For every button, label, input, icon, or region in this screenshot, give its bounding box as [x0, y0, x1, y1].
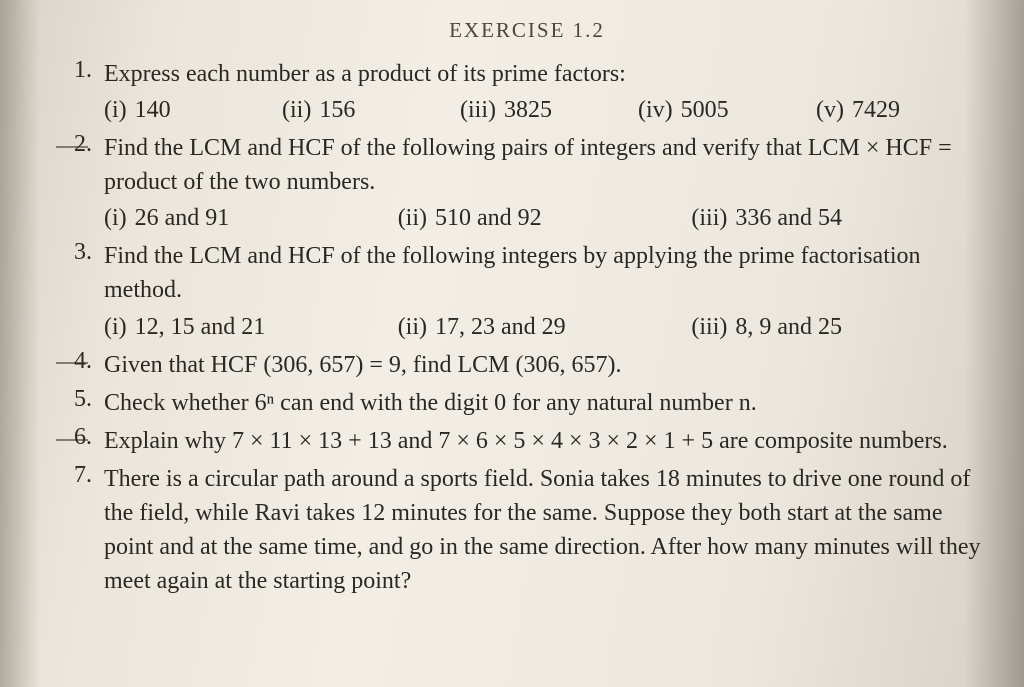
option-label: (i)	[104, 201, 127, 235]
option-value: 156	[319, 93, 355, 127]
question-text: Express each number as a product of its …	[104, 57, 994, 91]
question-row: 4.Given that HCF (306, 657) = 9, find LC…	[60, 348, 994, 382]
option-value: 510 and 92	[435, 201, 542, 235]
option-value: 17, 23 and 29	[435, 310, 566, 344]
option-label: (ii)	[398, 310, 427, 344]
question-row: 1.Express each number as a product of it…	[60, 57, 994, 127]
option: (i) 26 and 91	[104, 201, 398, 235]
question-row: 3.Find the LCM and HCF of the following …	[60, 239, 994, 343]
option-label: (v)	[816, 93, 844, 127]
option-value: 7429	[852, 93, 900, 127]
question-row: 6.Explain why 7 × 11 × 13 + 13 and 7 × 6…	[60, 424, 994, 458]
question-row: 2.Find the LCM and HCF of the following …	[60, 131, 994, 235]
question-text: Explain why 7 × 11 × 13 + 13 and 7 × 6 ×…	[104, 424, 994, 458]
option: (v) 7429	[816, 93, 994, 127]
question-number: 6.	[60, 424, 104, 451]
exercise-header: EXERCISE 1.2	[60, 18, 994, 43]
question-row: 5.Check whether 6ⁿ can end with the digi…	[60, 386, 994, 420]
option: (iii)8, 9 and 25	[691, 310, 985, 344]
option: (i) 140	[104, 93, 282, 127]
question-text: Check whether 6ⁿ can end with the digit …	[104, 386, 994, 420]
question-body: Given that HCF (306, 657) = 9, find LCM …	[104, 348, 994, 382]
option: (iii)336 and 54	[691, 201, 985, 235]
option: (iv)5005	[638, 93, 816, 127]
question-row: 7.There is a circular path around a spor…	[60, 462, 994, 598]
question-list: 1.Express each number as a product of it…	[60, 57, 994, 598]
option-value: 140	[135, 93, 171, 127]
question-text: Find the LCM and HCF of the following pa…	[104, 131, 994, 199]
option-label: (iv)	[638, 93, 673, 127]
option-label: (ii)	[282, 93, 311, 127]
question-number: 1.	[60, 57, 104, 84]
option-label: (ii)	[398, 201, 427, 235]
option-label: (i)	[104, 93, 127, 127]
question-number: 5.	[60, 386, 104, 413]
question-body: Explain why 7 × 11 × 13 + 13 and 7 × 6 ×…	[104, 424, 994, 458]
option-value: 5005	[681, 93, 729, 127]
option-label: (iii)	[460, 93, 496, 127]
option-row: (i)140(ii)156(iii)3825(iv)5005(v)7429	[104, 93, 994, 127]
option-row: (i) 12, 15 and 21 (ii) 17, 23 and 29 (iii)8,…	[104, 310, 994, 344]
question-number: 3.	[60, 239, 104, 266]
option: (ii) 156	[282, 93, 460, 127]
option-label: (i)	[104, 310, 127, 344]
option-value: 26 and 91	[135, 201, 230, 235]
question-number: 4.	[60, 348, 104, 375]
option: (ii) 510 and 92	[398, 201, 692, 235]
question-body: There is a circular path around a sports…	[104, 462, 994, 598]
option-value: 3825	[504, 93, 552, 127]
question-number: 7.	[60, 462, 104, 489]
question-body: Find the LCM and HCF of the following pa…	[104, 131, 994, 235]
option-value: 8, 9 and 25	[735, 310, 842, 344]
option-row: (i) 26 and 91 (ii) 510 and 92 (iii)336 and 5…	[104, 201, 994, 235]
option-label: (iii)	[691, 201, 727, 235]
question-number: 2.	[60, 131, 104, 158]
option-value: 12, 15 and 21	[135, 310, 266, 344]
option-value: 336 and 54	[735, 201, 842, 235]
option: (ii) 17, 23 and 29	[398, 310, 692, 344]
question-text: Given that HCF (306, 657) = 9, find LCM …	[104, 348, 994, 382]
option: (iii)3825	[460, 93, 638, 127]
option: (i) 12, 15 and 21	[104, 310, 398, 344]
option-label: (iii)	[691, 310, 727, 344]
question-body: Express each number as a product of its …	[104, 57, 994, 127]
question-body: Check whether 6ⁿ can end with the digit …	[104, 386, 994, 420]
question-body: Find the LCM and HCF of the following in…	[104, 239, 994, 343]
question-text: There is a circular path around a sports…	[104, 462, 994, 598]
question-text: Find the LCM and HCF of the following in…	[104, 239, 994, 307]
